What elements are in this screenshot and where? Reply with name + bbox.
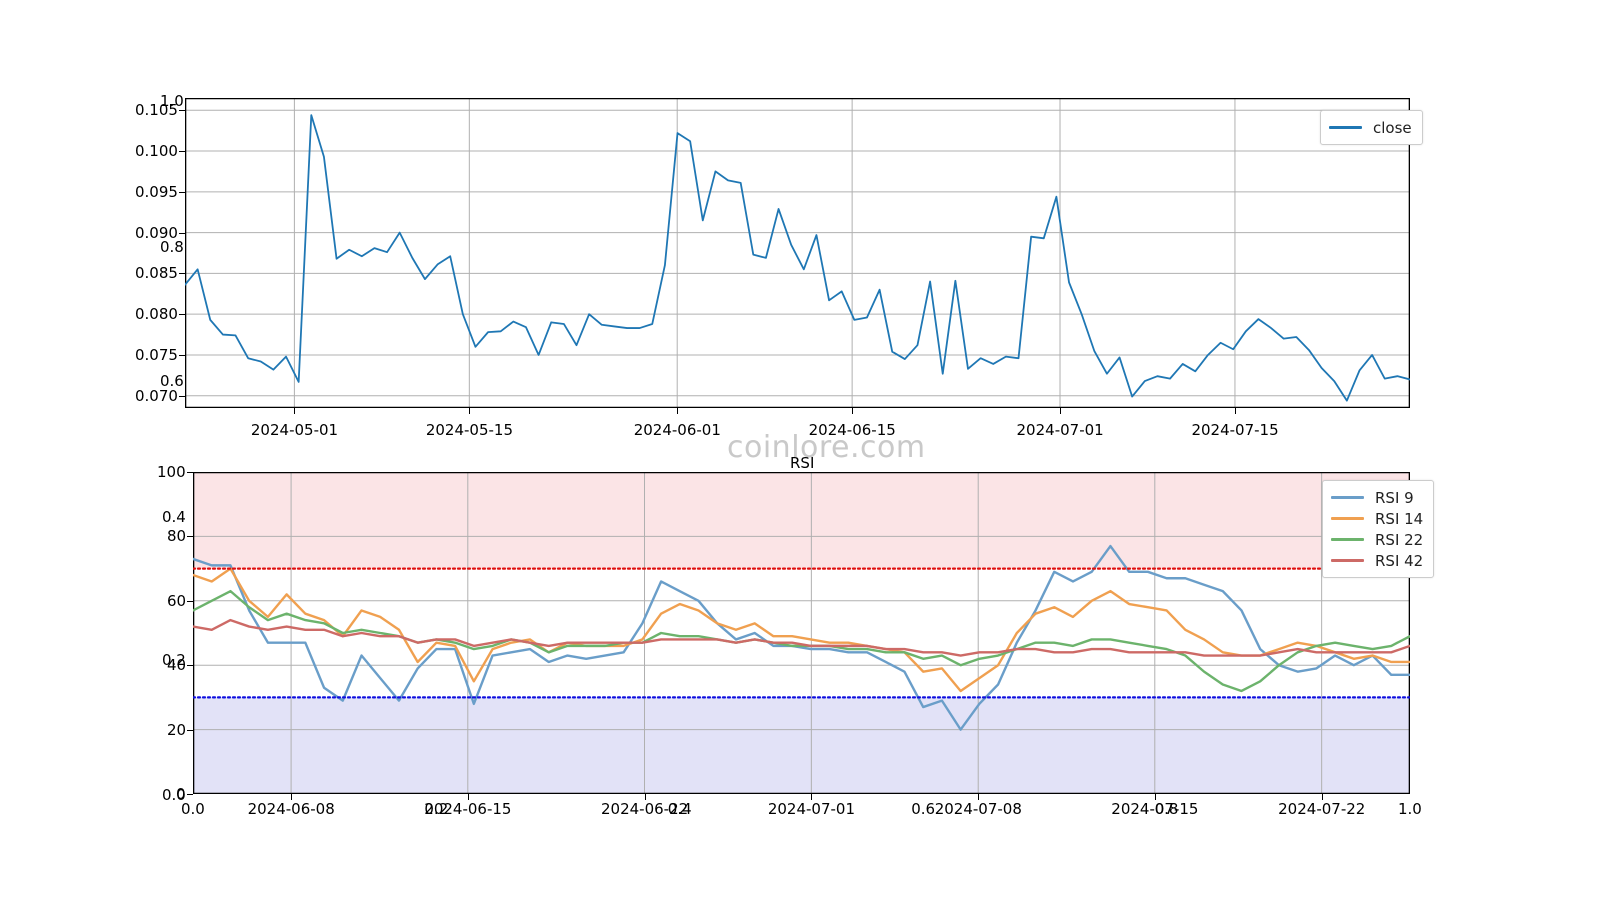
rsi-y-tickmark-2 <box>187 665 193 667</box>
rsi-legend: RSI 9 RSI 14 RSI 22 RSI 42 <box>1322 480 1435 578</box>
price-plot-area <box>185 98 1410 408</box>
price-y-tick-1: 0.075 <box>135 345 178 364</box>
price-x-tickmark-4 <box>1060 408 1062 414</box>
price-x-tick-2: 2024-06-01 <box>633 421 721 439</box>
legend-label-rsi-9: RSI 9 <box>1375 488 1414 507</box>
rsi-series-rsi-22 <box>193 589 1410 693</box>
legend-swatch-rsi-22 <box>1331 538 1364 541</box>
price-y-tickmark-5 <box>179 191 185 193</box>
rsi-x-overlay-tick-3: 0.6 <box>911 800 936 818</box>
price-y-overlay-tick-0: 0.6 <box>160 372 184 390</box>
price-x-tick-1: 2024-05-15 <box>425 421 513 439</box>
rsi-y-tick-2: 40 <box>167 656 187 675</box>
legend-label-rsi-22: RSI 22 <box>1375 530 1424 549</box>
price-y-overlay-tick-2: 1.0 <box>160 92 184 110</box>
rsi-y-tick-5: 100 <box>157 463 186 481</box>
legend-label-rsi-14: RSI 14 <box>1375 509 1424 528</box>
rsi-series-rsi-42 <box>193 618 1410 657</box>
price-y-tickmark-3 <box>179 273 185 275</box>
price-y-tickmark-6 <box>179 151 185 153</box>
legend-item-rsi-22: RSI 22 <box>1331 529 1423 550</box>
rsi-x-overlay-tick-1: 0.2 <box>424 800 449 818</box>
price-chart-panel <box>185 98 1410 408</box>
price-y-tick-5: 0.095 <box>135 182 178 201</box>
rsi-x-overlay-tick-0: 0.0 <box>181 800 205 818</box>
rsi-x-overlay-tick-5: 1.0 <box>1398 800 1422 818</box>
price-y-tickmark-4 <box>179 232 185 234</box>
price-series-close <box>185 114 1410 402</box>
price-y-tick-4: 0.090 <box>135 223 178 242</box>
price-y-tick-2: 0.080 <box>135 305 178 324</box>
rsi-x-tickmark-4 <box>978 794 980 800</box>
rsi-y-tick-0: 0 <box>176 785 186 803</box>
rsi-chart-panel <box>193 472 1410 794</box>
rsi-series-rsi-14 <box>193 567 1410 693</box>
price-x-tickmark-0 <box>294 408 296 414</box>
price-y-tickmark-1 <box>179 354 185 356</box>
rsi-x-tickmark-1 <box>467 794 469 800</box>
price-x-tick-4: 2024-07-01 <box>1016 421 1104 439</box>
price-y-tickmark-0 <box>179 395 185 397</box>
price-y-tick-6: 0.100 <box>135 142 178 161</box>
rsi-y-tick-1: 20 <box>167 720 187 739</box>
price-y-tick-3: 0.085 <box>135 264 178 283</box>
rsi-x-overlay-tick-2: 0.4 <box>667 800 692 818</box>
price-y-overlay-tick-1: 0.8 <box>160 238 184 256</box>
rsi-y-overlay-tick-1: 0.2 <box>162 651 186 669</box>
rsi-x-tick-0: 2024-06-08 <box>247 800 335 818</box>
watermark: coinlore.com <box>727 430 926 465</box>
price-x-tick-0: 2024-05-01 <box>250 421 339 439</box>
rsi-y-tick-3: 60 <box>167 591 187 610</box>
price-y-tickmark-2 <box>179 314 185 316</box>
legend-swatch-close <box>1329 126 1362 129</box>
rsi-panel-title: RSI <box>790 454 815 472</box>
rsi-x-tick-6: 2024-07-22 <box>1278 800 1366 818</box>
rsi-x-tickmark-5 <box>1154 794 1156 800</box>
rsi-x-tick-4: 2024-07-08 <box>934 800 1022 818</box>
price-y-tickmark-7 <box>179 110 185 112</box>
legend-swatch-rsi-42 <box>1331 559 1364 562</box>
legend-swatch-rsi-9 <box>1331 496 1364 499</box>
rsi-y-tickmark-3 <box>187 600 193 602</box>
price-x-tickmark-1 <box>469 408 471 414</box>
price-x-tick-3: 2024-06-15 <box>808 421 896 439</box>
price-x-tickmark-3 <box>852 408 854 414</box>
legend-swatch-rsi-14 <box>1331 517 1364 520</box>
rsi-y-tickmark-0 <box>187 794 193 795</box>
rsi-y-tick-4: 80 <box>167 527 187 546</box>
rsi-x-tickmark-3 <box>811 794 813 800</box>
rsi-x-tickmark-2 <box>644 794 646 800</box>
rsi-y-tickmark-5 <box>187 472 193 473</box>
legend-item-rsi-9: RSI 9 <box>1331 487 1423 508</box>
rsi-x-tick-2: 2024-06-22 <box>601 800 689 818</box>
price-x-tickmark-2 <box>677 408 679 414</box>
price-x-tick-5: 2024-07-15 <box>1191 421 1279 439</box>
rsi-y-overlay-tick-2: 0.4 <box>162 508 186 526</box>
rsi-x-tick-1: 2024-06-15 <box>424 800 512 818</box>
legend-label-close: close <box>1373 118 1412 137</box>
rsi-overbought-band <box>193 472 1410 569</box>
price-y-tick-0: 0.070 <box>135 386 178 405</box>
legend-label-rsi-42: RSI 42 <box>1375 551 1424 570</box>
rsi-x-tick-3: 2024-07-01 <box>767 800 856 818</box>
legend-item-rsi-42: RSI 42 <box>1331 550 1423 571</box>
rsi-x-tick-5: 2024-07-15 <box>1111 800 1199 818</box>
rsi-x-overlay-tick-4: 0.8 <box>1154 800 1179 818</box>
price-legend: close <box>1320 110 1423 145</box>
rsi-y-tickmark-4 <box>187 536 193 538</box>
price-y-tick-7: 0.105 <box>135 101 178 120</box>
rsi-plot-area <box>193 472 1410 794</box>
rsi-oversold-band <box>193 697 1410 794</box>
rsi-y-overlay-tick-0: 0.0 <box>162 786 186 804</box>
legend-item-rsi-14: RSI 14 <box>1331 508 1423 529</box>
rsi-x-tickmark-6 <box>1321 794 1323 800</box>
rsi-y-tickmark-1 <box>187 729 193 731</box>
price-x-tickmark-5 <box>1234 408 1236 414</box>
rsi-x-tickmark-0 <box>291 794 293 800</box>
legend-item-close: close <box>1329 117 1412 138</box>
